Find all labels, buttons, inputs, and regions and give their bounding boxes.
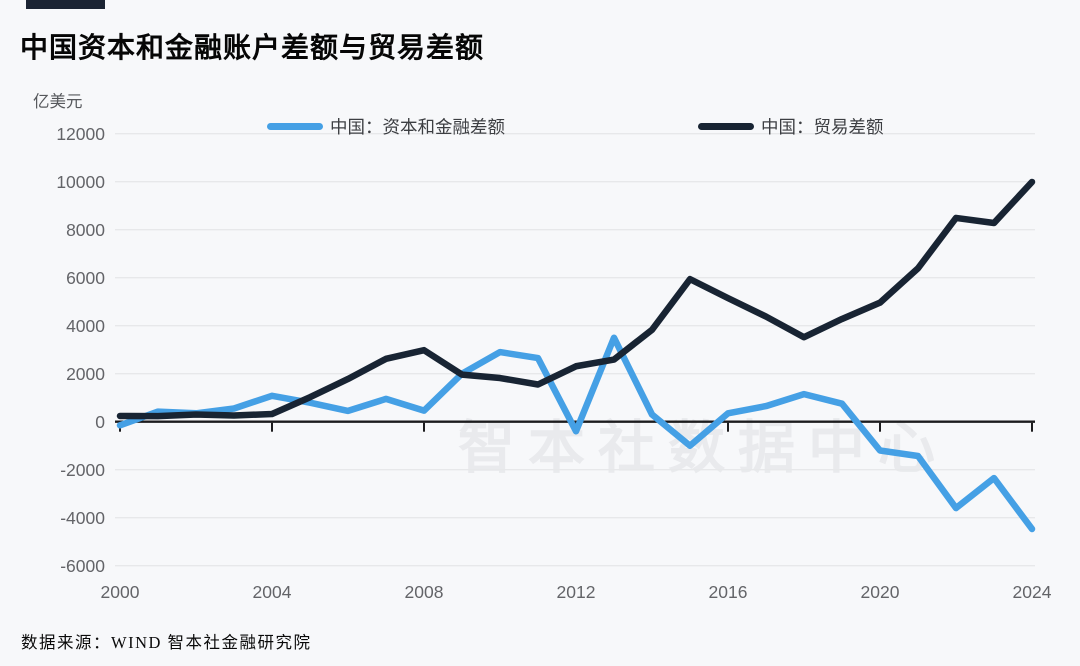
y-tick-label: 8000 — [66, 220, 105, 240]
x-tick-label: 2000 — [101, 582, 140, 602]
title-accent-bar — [26, 0, 105, 9]
y-tick-label: 4000 — [66, 316, 105, 336]
x-tick-label: 2024 — [1013, 582, 1052, 602]
legend-swatch-capital-account — [267, 123, 323, 130]
x-tick-label: 2020 — [861, 582, 900, 602]
x-tick-label: 2008 — [405, 582, 444, 602]
legend-item-trade-balance: 中国：贸易差额 — [698, 114, 884, 139]
series-line-capital-account — [116, 334, 1036, 533]
data-source-note: 数据来源：WIND 智本社金融研究院 — [21, 633, 312, 652]
y-tick-label: 6000 — [66, 268, 105, 288]
x-tick-label: 2016 — [709, 582, 748, 602]
y-axis-unit-label: 亿美元 — [33, 93, 83, 111]
y-tick-label: 10000 — [56, 172, 105, 192]
x-tick-label: 2012 — [557, 582, 596, 602]
y-tick-label: -4000 — [60, 508, 105, 528]
legend-label-capital-account: 中国：资本和金融差额 — [330, 117, 505, 137]
y-tick-label: 12000 — [56, 124, 105, 144]
series-line-trade-balance — [116, 178, 1036, 420]
y-tick-label: 0 — [95, 412, 105, 432]
y-tick-label: 2000 — [66, 364, 105, 384]
legend-swatch-trade-balance — [698, 123, 754, 130]
y-tick-label: -6000 — [60, 556, 105, 576]
legend-label-trade-balance: 中国：贸易差额 — [761, 117, 884, 137]
page-title: 中国资本和金融账户差额与贸易差额 — [20, 32, 485, 63]
y-tick-label: -2000 — [60, 460, 105, 480]
legend-item-capital-account: 中国：资本和金融差额 — [267, 114, 505, 139]
x-tick-label: 2004 — [253, 582, 292, 602]
